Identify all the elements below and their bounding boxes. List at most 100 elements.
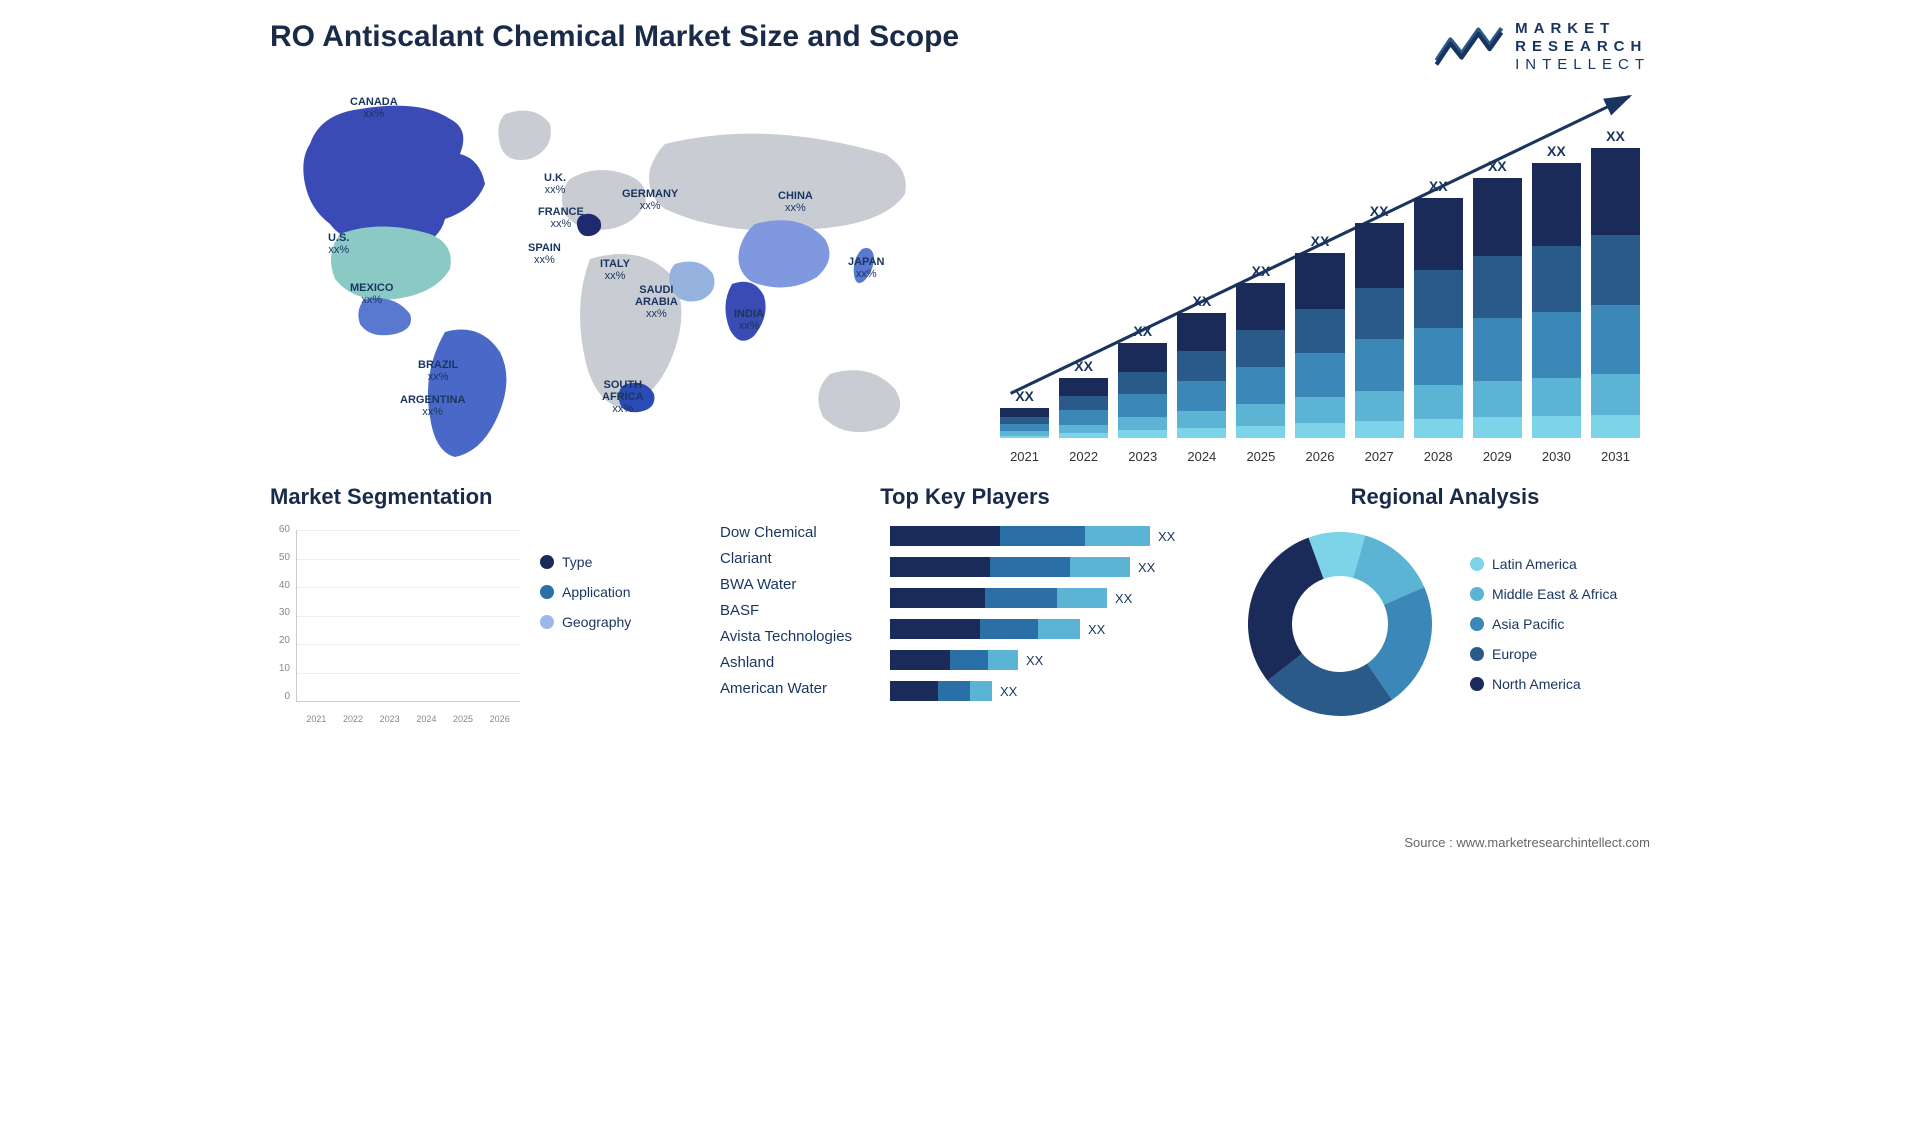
growth-bar: XX xyxy=(1059,358,1108,438)
growth-year-label: 2031 xyxy=(1591,449,1640,464)
seg-year-label: 2026 xyxy=(485,714,514,724)
map-label: SAUDIARABIAxx% xyxy=(635,284,678,320)
seg-ytick: 0 xyxy=(270,691,294,702)
seg-ytick: 20 xyxy=(270,635,294,646)
map-label: JAPANxx% xyxy=(848,256,884,280)
growth-bar-value: XX xyxy=(1133,323,1152,339)
segmentation-legend: Type Application Geography xyxy=(540,524,631,724)
player-name: BASF xyxy=(720,602,890,619)
map-label: SPAINxx% xyxy=(528,242,561,266)
growth-bar: XX xyxy=(1473,158,1522,438)
players-bars: XXXXXXXXXXXX xyxy=(890,524,1210,733)
regional-title: Regional Analysis xyxy=(1240,484,1650,510)
growth-bar: XX xyxy=(1118,323,1167,438)
growth-bar-value: XX xyxy=(1074,358,1093,374)
growth-year-label: 2027 xyxy=(1355,449,1404,464)
player-name: Ashland xyxy=(720,654,890,671)
player-name: Avista Technologies xyxy=(720,628,890,645)
players-title: Top Key Players xyxy=(720,484,1210,510)
growth-bar-value: XX xyxy=(1015,388,1034,404)
map-label: FRANCExx% xyxy=(538,206,584,230)
legend-item: Latin America xyxy=(1470,556,1617,572)
map-label: U.S.xx% xyxy=(328,232,349,256)
player-bar-value: XX xyxy=(1138,560,1155,575)
regional-donut-chart xyxy=(1240,524,1440,724)
player-bar-row: XX xyxy=(890,618,1210,640)
legend-label: Latin America xyxy=(1492,556,1577,572)
growth-bar: XX xyxy=(1591,128,1640,438)
segmentation-plot xyxy=(296,530,520,702)
growth-bars: XX XX XX XX XX XX XX XX XX XX XX xyxy=(990,114,1650,438)
seg-ytick: 30 xyxy=(270,607,294,618)
map-label: BRAZILxx% xyxy=(418,359,458,383)
growth-bar-value: XX xyxy=(1311,233,1330,249)
player-bar-row: XX xyxy=(890,587,1210,609)
growth-year-label: 2029 xyxy=(1473,449,1522,464)
seg-ytick: 60 xyxy=(270,524,294,535)
growth-bar-value: XX xyxy=(1192,293,1211,309)
segmentation-x-axis: 202120222023202420252026 xyxy=(296,714,520,724)
growth-year-label: 2023 xyxy=(1118,449,1167,464)
map-label: CHINAxx% xyxy=(778,190,813,214)
growth-bar: XX xyxy=(1177,293,1226,438)
map-label: ITALYxx% xyxy=(600,258,630,282)
map-label: MEXICOxx% xyxy=(350,282,393,306)
market-segmentation-panel: Market Segmentation 6050403020100 202120… xyxy=(270,484,690,733)
growth-bar: XX xyxy=(1414,178,1463,438)
legend-item: Geography xyxy=(540,614,631,630)
growth-bar-value: XX xyxy=(1547,143,1566,159)
donut-slice xyxy=(1248,538,1324,681)
key-players-panel: Top Key Players Dow Chemical Clariant BWA … xyxy=(720,484,1210,733)
legend-item: Middle East & Africa xyxy=(1470,586,1617,602)
growth-year-label: 2021 xyxy=(1000,449,1049,464)
growth-bar: XX xyxy=(1236,263,1285,438)
player-name: Clariant xyxy=(720,550,890,567)
map-label: SOUTHAFRICAxx% xyxy=(602,379,644,415)
map-label: CANADAxx% xyxy=(350,96,398,120)
growth-bar: XX xyxy=(1295,233,1344,438)
legend-label: Europe xyxy=(1492,646,1537,662)
player-bar-row: XX xyxy=(890,680,1210,702)
market-growth-chart: XX XX XX XX XX XX XX XX XX XX XX 2021 2022 2023 2024 2… xyxy=(990,84,1650,464)
growth-bar-value: XX xyxy=(1488,158,1507,174)
players-names: Dow Chemical Clariant BWA Water BASF Avista … xyxy=(720,524,890,733)
growth-bar: XX xyxy=(1000,388,1049,438)
growth-year-label: 2025 xyxy=(1236,449,1285,464)
map-label: GERMANYxx% xyxy=(622,188,678,212)
logo-mark-icon xyxy=(1435,22,1505,73)
growth-year-label: 2022 xyxy=(1059,449,1108,464)
growth-bar: XX xyxy=(1532,143,1581,438)
player-name: BWA Water xyxy=(720,576,890,593)
seg-year-label: 2024 xyxy=(412,714,441,724)
seg-year-label: 2022 xyxy=(339,714,368,724)
legend-label: Asia Pacific xyxy=(1492,616,1564,632)
player-bar-value: XX xyxy=(1088,622,1105,637)
map-label: INDIAxx% xyxy=(734,308,764,332)
seg-year-label: 2021 xyxy=(302,714,331,724)
brand-logo: MARKET RESEARCH INTELLECT xyxy=(1435,20,1650,74)
seg-year-label: 2023 xyxy=(375,714,404,724)
legend-item: Europe xyxy=(1470,646,1617,662)
player-bar-value: XX xyxy=(1115,591,1132,606)
segmentation-y-axis: 6050403020100 xyxy=(270,524,294,702)
legend-label: Type xyxy=(562,554,592,570)
player-name: Dow Chemical xyxy=(720,524,890,541)
player-bar-row xyxy=(890,711,1210,733)
growth-year-label: 2028 xyxy=(1414,449,1463,464)
map-label: U.K.xx% xyxy=(544,172,566,196)
growth-year-label: 2024 xyxy=(1177,449,1226,464)
legend-item: Asia Pacific xyxy=(1470,616,1617,632)
growth-bar-value: XX xyxy=(1606,128,1625,144)
legend-label: Application xyxy=(562,584,631,600)
legend-item: North America xyxy=(1470,676,1617,692)
world-map: CANADAxx%U.S.xx%MEXICOxx%BRAZILxx%ARGENT… xyxy=(270,84,950,464)
legend-item: Type xyxy=(540,554,631,570)
growth-bar-value: XX xyxy=(1429,178,1448,194)
growth-bar-value: XX xyxy=(1252,263,1271,279)
player-name: American Water xyxy=(720,680,890,697)
player-bar-value: XX xyxy=(1158,529,1175,544)
segmentation-title: Market Segmentation xyxy=(270,484,690,510)
growth-bar-value: XX xyxy=(1370,203,1389,219)
legend-label: Geography xyxy=(562,614,631,630)
source-attribution: Source : www.marketresearchintellect.com xyxy=(1404,835,1650,850)
